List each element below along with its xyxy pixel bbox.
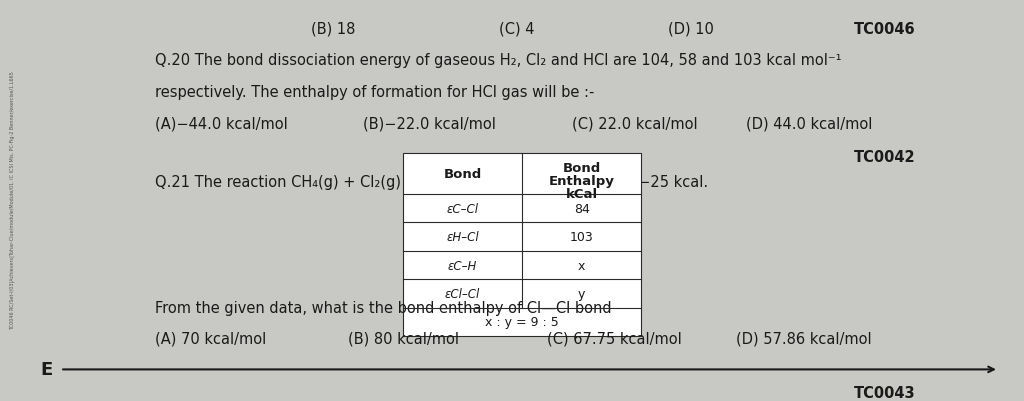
Text: (D) 57.86 kcal/mol: (D) 57.86 kcal/mol [735, 331, 871, 346]
Text: εC–H: εC–H [447, 259, 477, 272]
Text: TC0046: TC0046 [854, 22, 915, 36]
Text: TC0043: TC0043 [854, 385, 915, 400]
Text: From the given data, what is the bond enthalpy of Cl—Cl bond: From the given data, what is the bond en… [155, 301, 611, 316]
Text: respectively. The enthalpy of formation for HCl gas will be :-: respectively. The enthalpy of formation … [155, 85, 594, 99]
Text: TC0042: TC0042 [854, 150, 915, 164]
Text: Enthalpy: Enthalpy [549, 175, 614, 188]
Text: (C) 67.75 kcal/mol: (C) 67.75 kcal/mol [547, 331, 682, 346]
Text: (C) 22.0 kcal/mol: (C) 22.0 kcal/mol [571, 116, 697, 131]
Text: y: y [578, 287, 586, 300]
Text: (B)−22.0 kcal/mol: (B)−22.0 kcal/mol [364, 116, 496, 131]
Text: (A) 70 kcal/mol: (A) 70 kcal/mol [155, 331, 266, 346]
Text: Bond: Bond [562, 162, 601, 175]
Text: x : y = 9 : 5: x : y = 9 : 5 [485, 316, 559, 328]
Text: (C) 4: (C) 4 [500, 22, 535, 36]
Text: εH–Cl: εH–Cl [446, 231, 479, 243]
Text: TC0046 RC/Set-I/03|Achievers|Tohar-Clue/module/Module/01. IC ICSI Mis. PC-Fig-2 : TC0046 RC/Set-I/03|Achievers|Tohar-Clue/… [9, 71, 15, 330]
Text: Q.20 The bond dissociation energy of gaseous H₂, Cl₂ and HCl are 104, 58 and 103: Q.20 The bond dissociation energy of gas… [155, 53, 841, 68]
Text: (A)−44.0 kcal/mol: (A)−44.0 kcal/mol [155, 116, 288, 131]
Text: (D) 10: (D) 10 [668, 22, 714, 36]
Text: εCl–Cl: εCl–Cl [444, 287, 480, 300]
Text: 84: 84 [573, 202, 590, 215]
Text: kCal: kCal [565, 188, 598, 201]
Text: εC–Cl: εC–Cl [446, 202, 478, 215]
Text: (D) 44.0 kcal/mol: (D) 44.0 kcal/mol [745, 116, 872, 131]
Text: (B) 18: (B) 18 [311, 22, 355, 36]
Text: E: E [40, 360, 52, 379]
Text: 103: 103 [569, 231, 594, 243]
Text: x: x [578, 259, 586, 272]
Text: Q.21 The reaction CH₄(g) + Cl₂(g) ⟶ CH₃Cl(g) + HCl(g) has ΔH = −25 kcal.: Q.21 The reaction CH₄(g) + Cl₂(g) ⟶ CH₃C… [155, 175, 708, 190]
Bar [402, 153, 641, 336]
Text: (B) 80 kcal/mol: (B) 80 kcal/mol [348, 331, 459, 346]
Text: Bond: Bond [443, 168, 481, 180]
